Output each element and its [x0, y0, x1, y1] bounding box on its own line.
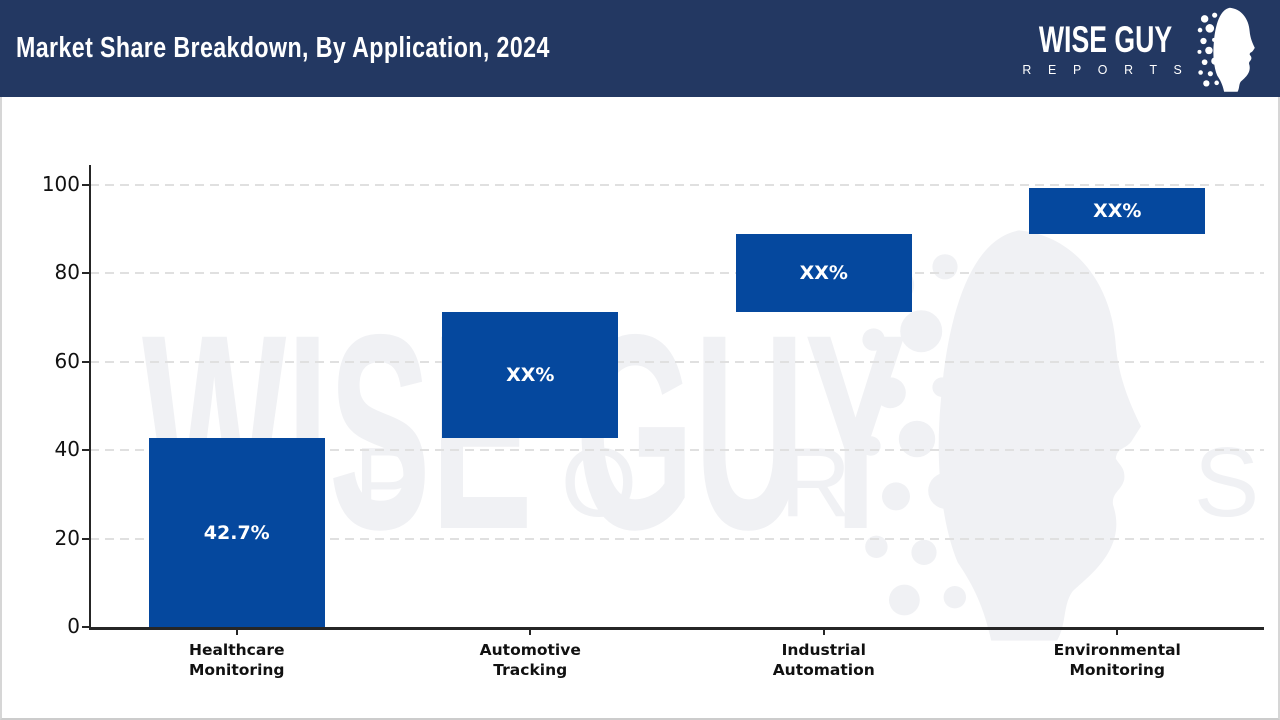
category-label-line2: Monitoring	[1069, 661, 1166, 679]
chart-canvas: WISE GUY P O R T S 0 20 40 60 80 100 42.7% Heal…	[0, 97, 1280, 720]
gridline-60	[90, 360, 1264, 363]
category-label-line2: Tracking	[493, 661, 568, 679]
y-tick-label-0: 0	[67, 614, 80, 638]
y-tick-mark-60	[82, 360, 90, 363]
y-tick-label-40: 40	[54, 437, 80, 462]
y-tick-mark-40	[82, 449, 90, 452]
report-header: Market Share Breakdown, By Application, …	[0, 0, 1280, 97]
bar-segment: 42.7%	[148, 438, 325, 627]
logo-text: WISE GUY R E P O R T S	[1013, 21, 1198, 77]
x-tick-mark	[1116, 627, 1119, 635]
bar-value-label: 42.7%	[203, 521, 270, 544]
category-label-line1: Healthcare	[188, 641, 285, 659]
category-label-line1: Industrial	[781, 641, 866, 659]
y-tick-mark-100	[82, 184, 90, 186]
category-label-line2: Automation	[772, 661, 875, 679]
category-label: Healthcare Monitoring	[107, 640, 367, 680]
bar-value-label: XX%	[799, 261, 848, 284]
x-tick-mark	[235, 627, 238, 635]
gridline-40	[90, 449, 1264, 452]
watermark-reports-label: P O R T S	[354, 427, 1280, 537]
y-tick-mark-80	[82, 272, 90, 275]
y-tick-label-100: 100	[41, 172, 80, 196]
category-label-line2: Monitoring	[188, 661, 285, 679]
logo-wordmark: WISE GUY	[1038, 18, 1173, 60]
x-tick-mark	[529, 627, 532, 635]
category-label: Environmental Monitoring	[987, 640, 1247, 680]
y-axis-line	[89, 165, 91, 629]
y-tick-mark-20	[82, 537, 90, 540]
logo-reports-label: R E P O R T S	[1022, 61, 1189, 77]
category-label-line1: Automotive	[479, 641, 581, 659]
bar-value-label: XX%	[1093, 199, 1142, 222]
category-label: Industrial Automation	[694, 640, 954, 680]
bar-value-label: XX%	[506, 364, 555, 387]
category-label-line1: Environmental	[1053, 641, 1181, 659]
category-label: Automotive Tracking	[400, 640, 660, 680]
y-tick-label-60: 60	[54, 348, 80, 373]
y-tick-mark-0	[82, 626, 90, 628]
bar-segment: XX%	[735, 233, 912, 312]
wiseguy-face-icon	[1197, 7, 1255, 92]
gridline-20	[90, 537, 1264, 540]
bar-segment: XX%	[442, 311, 619, 439]
gridline-100	[90, 184, 1264, 186]
y-tick-label-20: 20	[54, 525, 80, 550]
y-tick-label-80: 80	[54, 260, 80, 285]
x-axis-line	[89, 627, 1264, 630]
bar-segment: XX%	[1029, 187, 1206, 234]
wiseguy-logo: WISE GUY R E P O R T S	[1013, 6, 1280, 92]
gridline-80	[90, 272, 1264, 275]
page-title: Market Share Breakdown, By Application, …	[16, 32, 550, 64]
x-tick-mark	[822, 627, 825, 635]
